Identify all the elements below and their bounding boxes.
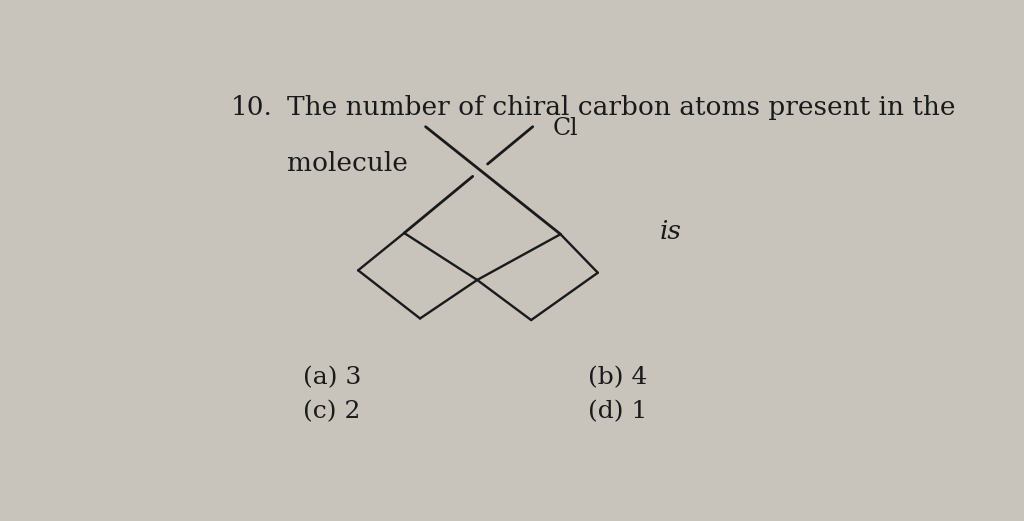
Text: (a) 3: (a) 3 <box>303 366 361 390</box>
Text: is: is <box>659 218 682 243</box>
Text: The number of chiral carbon atoms present in the: The number of chiral carbon atoms presen… <box>287 95 955 120</box>
Text: (b) 4: (b) 4 <box>588 366 647 390</box>
Text: 10.: 10. <box>231 95 273 120</box>
Text: Cl: Cl <box>553 117 579 140</box>
Text: (c) 2: (c) 2 <box>303 401 360 424</box>
Text: molecule: molecule <box>287 151 408 176</box>
Text: (d) 1: (d) 1 <box>588 401 647 424</box>
